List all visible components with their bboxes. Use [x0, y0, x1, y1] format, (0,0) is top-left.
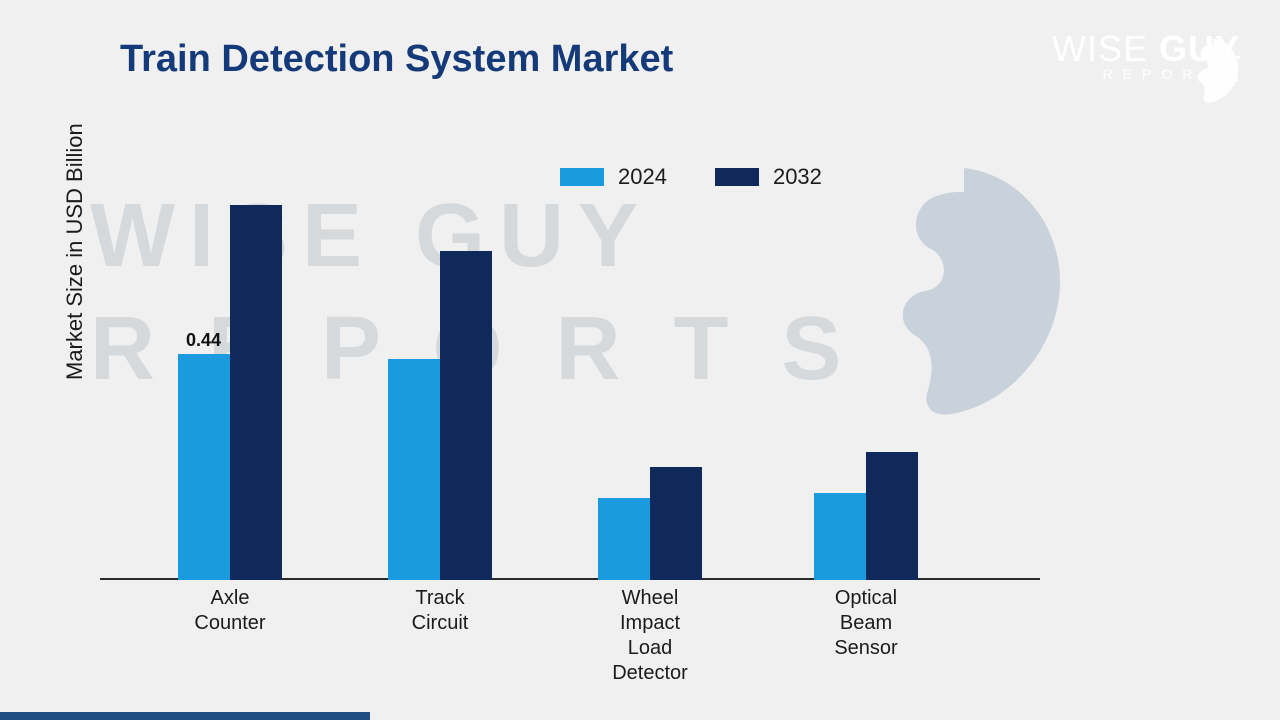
category-label: AxleCounter — [150, 586, 310, 636]
chart-canvas: WISE GUY R E P O R T S WISE GUY REPORTS … — [0, 0, 1280, 720]
category-label: TrackCircuit — [360, 586, 520, 636]
brand-head-icon — [1168, 34, 1246, 112]
legend: 2024 2032 — [560, 164, 822, 190]
bar-group — [388, 251, 492, 580]
category-label: WheelImpactLoadDetector — [570, 586, 730, 686]
footer-accent-bar — [0, 712, 370, 720]
plot-area — [100, 200, 1040, 580]
bar — [866, 452, 918, 580]
bar-group — [598, 467, 702, 580]
brand-logo: WISE GUY REPORTS — [1052, 28, 1240, 82]
legend-item-2032: 2032 — [715, 164, 822, 190]
bar — [230, 205, 282, 580]
bar-group — [178, 205, 282, 580]
bar — [388, 359, 440, 580]
y-axis-label: Market Size in USD Billion — [62, 123, 88, 380]
bar-group — [814, 452, 918, 580]
legend-label: 2024 — [618, 164, 667, 190]
legend-swatch-icon — [560, 168, 604, 186]
legend-item-2024: 2024 — [560, 164, 667, 190]
legend-swatch-icon — [715, 168, 759, 186]
bar — [440, 251, 492, 580]
legend-label: 2032 — [773, 164, 822, 190]
category-label: OpticalBeamSensor — [786, 586, 946, 661]
bar — [814, 493, 866, 580]
bar — [598, 498, 650, 580]
bar-value-label: 0.44 — [186, 330, 221, 351]
bar — [178, 354, 230, 580]
chart-title: Train Detection System Market — [120, 38, 673, 81]
bar — [650, 467, 702, 580]
